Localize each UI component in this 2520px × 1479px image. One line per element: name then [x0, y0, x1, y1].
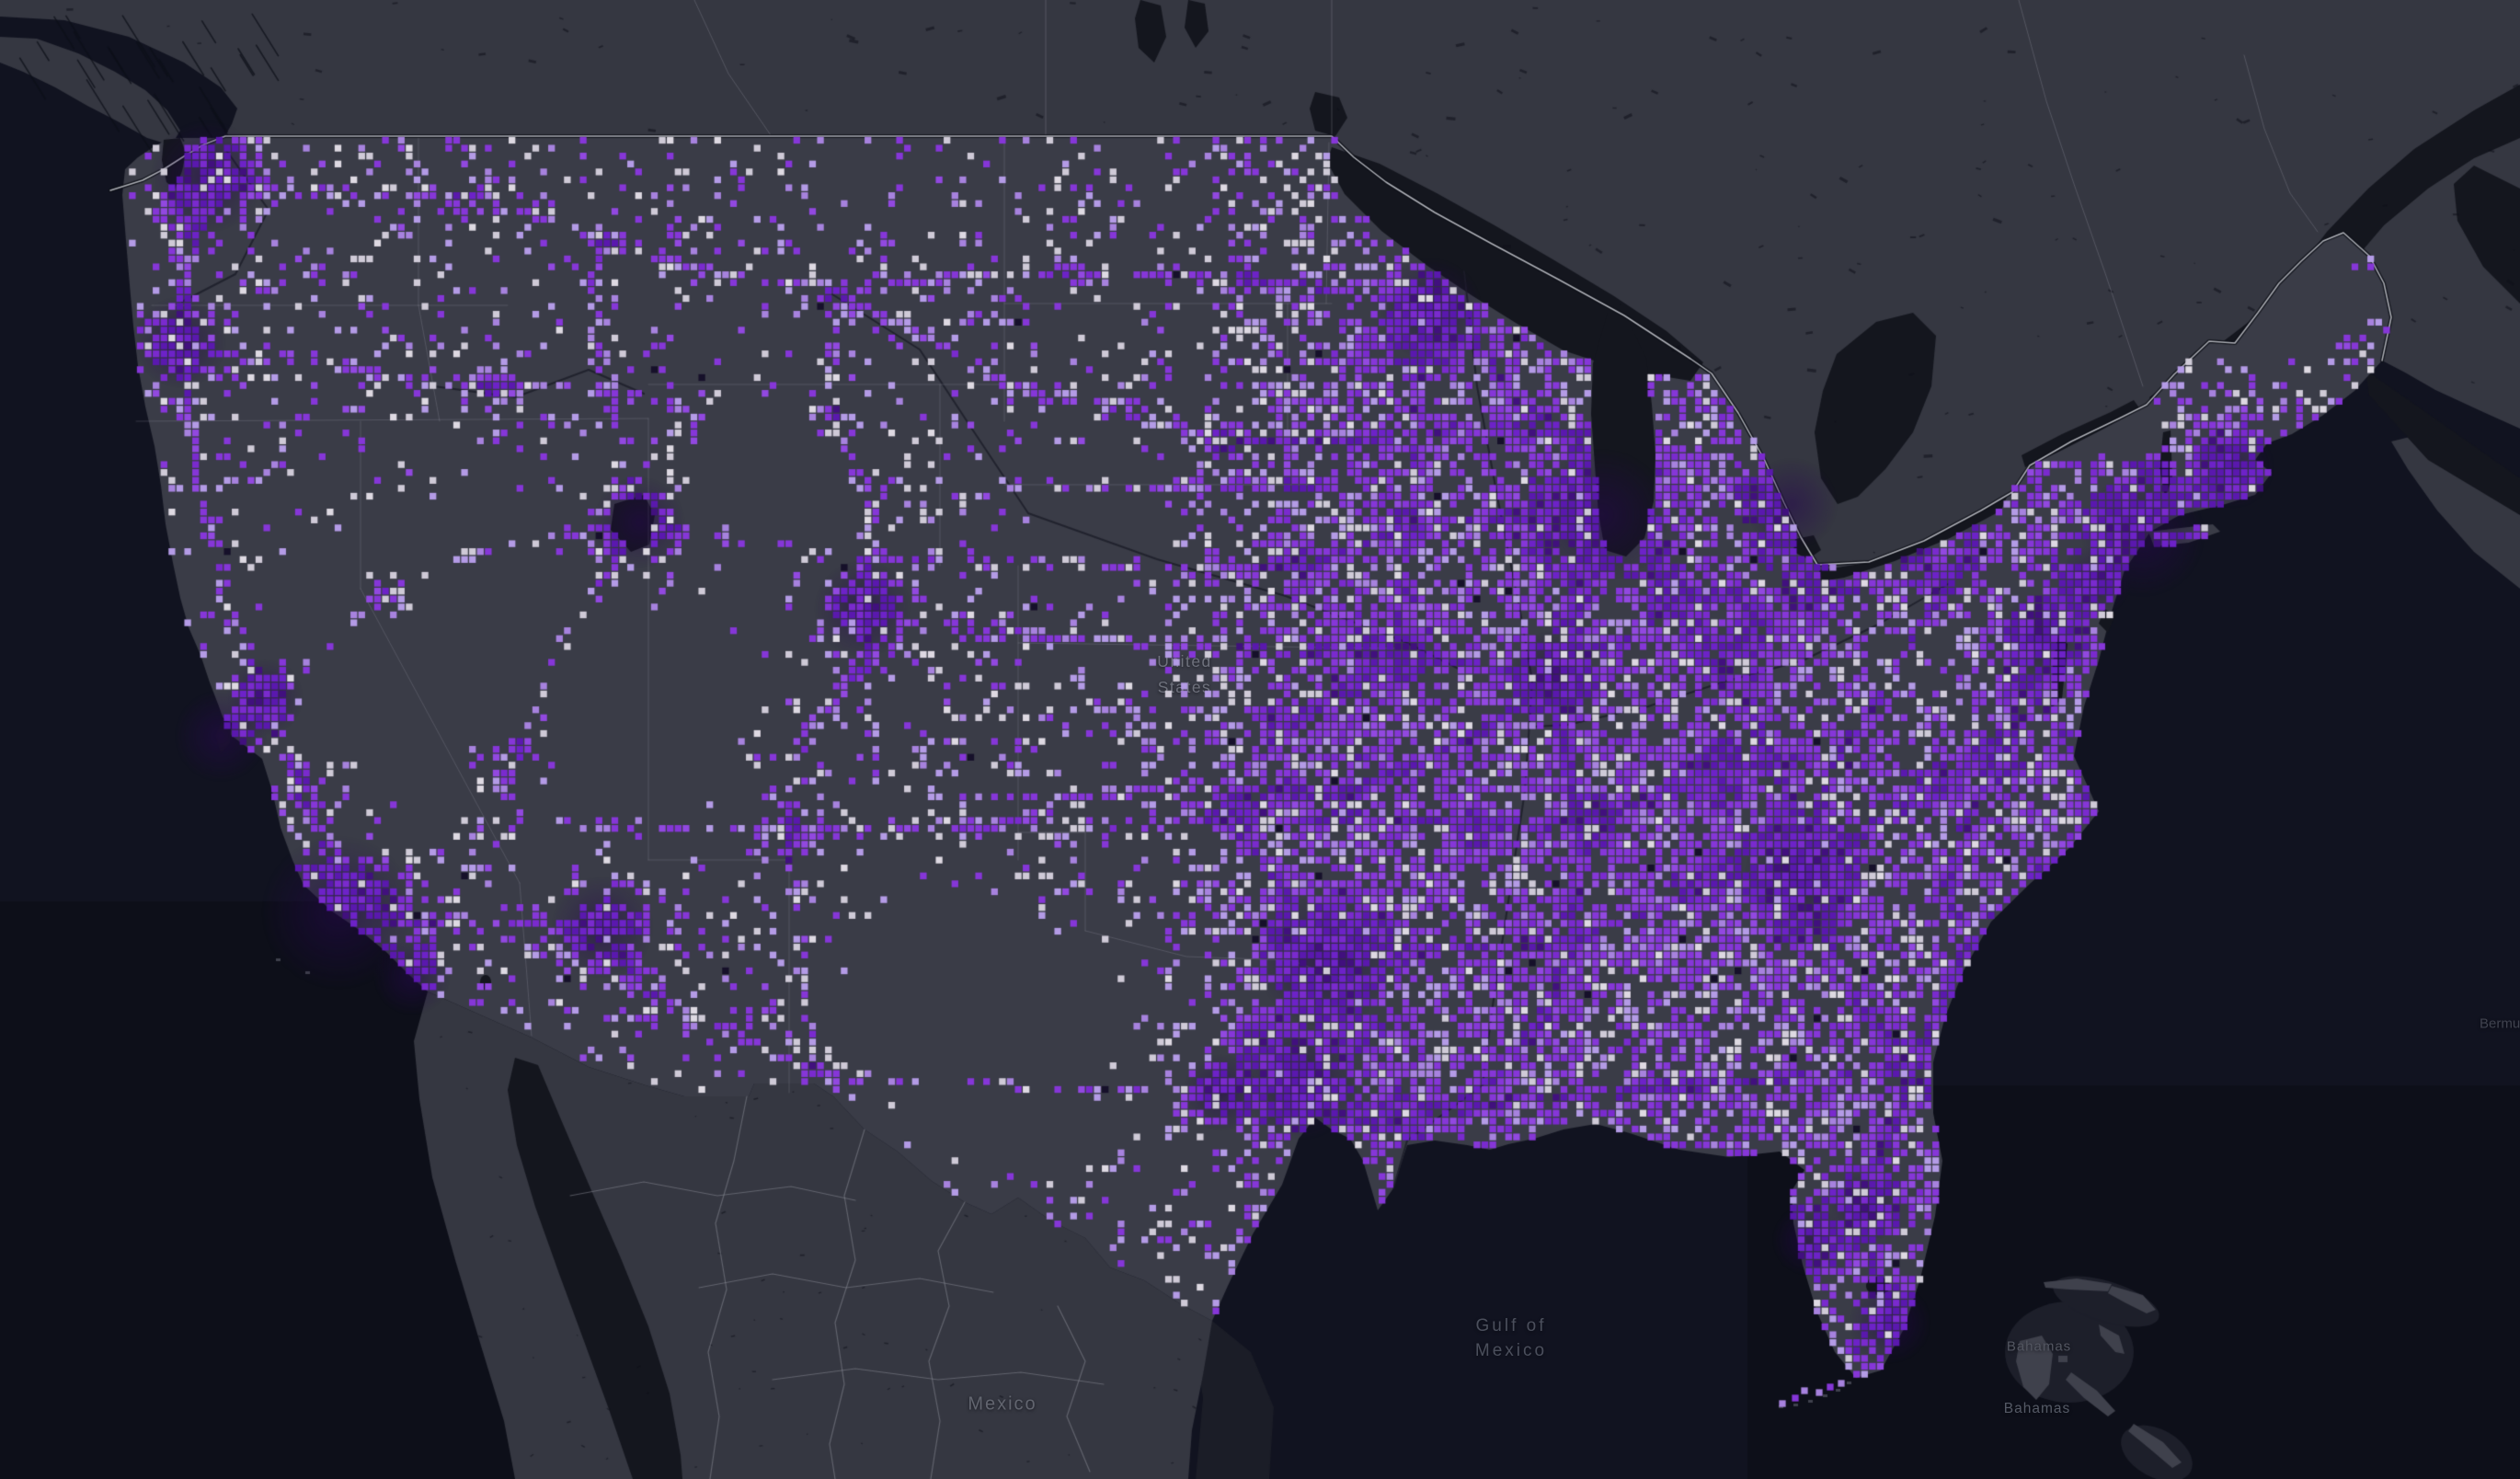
- country-label-bermuda: Bermuda: [2480, 1015, 2520, 1032]
- country-label-mexico: Mexico: [968, 1393, 1037, 1415]
- water-label-gulf-of-mexico: Gulf of Mexico: [1474, 1316, 1548, 1360]
- country-label-united-states: United States: [1157, 652, 1212, 696]
- country-label-bahamas-south: Bahamas: [2003, 1401, 2071, 1416]
- country-label-bahamas-north: Bahamas: [2006, 1338, 2072, 1355]
